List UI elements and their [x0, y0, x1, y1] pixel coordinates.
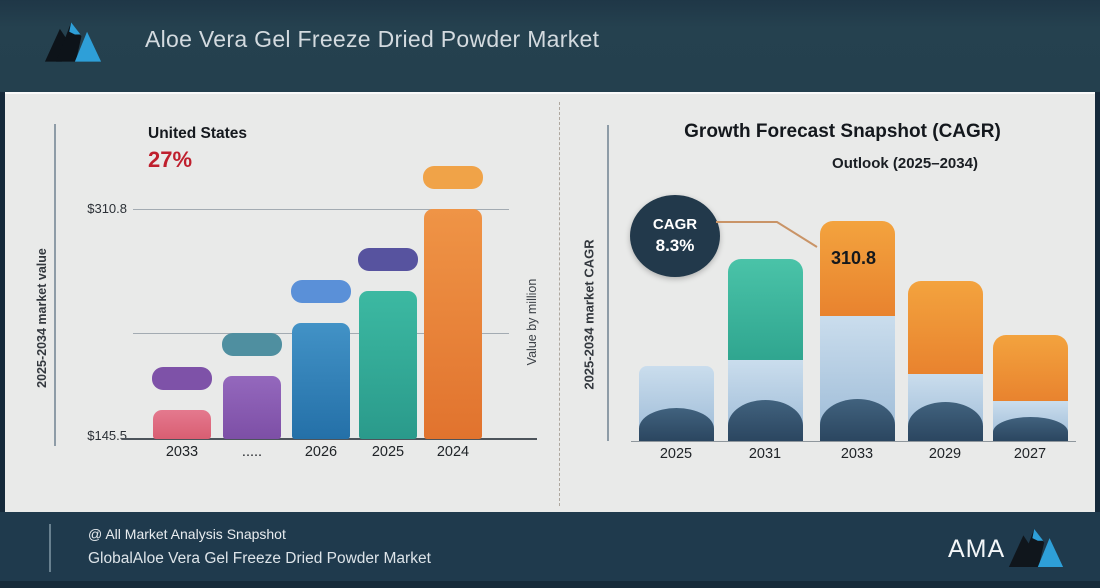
left-bar-2025: [359, 290, 417, 439]
region-share-value: 27%: [148, 147, 193, 172]
left-x-tick-2025: 2025: [371, 444, 405, 460]
region-label: United States: [148, 125, 248, 142]
left-x-tick-2026: 2026: [304, 444, 338, 460]
right-x-tick-2031: 2031: [748, 446, 782, 462]
gridline-upper: [133, 209, 509, 210]
right-bar-top-2027: [992, 334, 1068, 403]
right-bar-base-2031: [727, 399, 803, 441]
right-bar-base-2027: [992, 416, 1068, 441]
left-bar-2024: [424, 209, 482, 439]
footer-tagline: @ All Market Analysis Snapshot: [88, 526, 286, 542]
right-bar-base-2029: [907, 402, 983, 441]
left-x-tick-2024: 2024: [436, 444, 470, 460]
value-by-million-label: Value by million: [525, 278, 539, 366]
left-bar-.....: [223, 375, 281, 439]
footer-divider-line: [49, 524, 51, 572]
left-bar-cap-2025: [358, 247, 418, 271]
footer-bar: @ All Market Analysis Snapshot GlobalAlo…: [0, 512, 1100, 588]
cagr-badge-value: 8.3%: [655, 235, 695, 255]
left-x-tick-2033: 2033: [165, 444, 199, 460]
right-bar-top-2033: [819, 221, 895, 319]
left-y-axis-line: [54, 124, 56, 446]
left-x-tick-.....: .....: [241, 444, 263, 460]
left-bar-2026: [292, 322, 350, 439]
right-x-tick-2025: 2025: [659, 446, 693, 462]
right-bar-top-2029: [907, 281, 983, 376]
left-bar-cap-2024: [423, 166, 483, 189]
right-x-tick-2033: 2033: [840, 446, 874, 462]
bar-value-callout: 310.8: [831, 248, 877, 268]
right-x-axis-line: [631, 441, 1076, 442]
right-x-tick-2029: 2029: [928, 446, 962, 462]
ama-logo-icon: [44, 22, 102, 62]
right-bar-top-2031: [727, 259, 803, 363]
footer-market-name: GlobalAloe Vera Gel Freeze Dried Powder …: [88, 550, 431, 567]
left-x-axis-line: [122, 438, 537, 440]
header-bar: Aloe Vera Gel Freeze Dried Powder Market: [0, 0, 1100, 92]
right-bar-base-2033: [819, 399, 895, 441]
cagr-badge: CAGR 8.3%: [630, 195, 720, 277]
left-bar-2033: [153, 410, 211, 439]
chart-canvas: 2025-2034 market value United States 27%…: [5, 92, 1095, 512]
left-bar-cap-2033: [152, 367, 212, 391]
page-title: Aloe Vera Gel Freeze Dried Powder Market: [145, 26, 600, 52]
panel-divider: [559, 102, 560, 506]
cagr-badge-label: CAGR: [652, 216, 698, 234]
forecast-title: Growth Forecast Snapshot (CAGR): [684, 121, 1001, 142]
right-y-axis-label: 2025-2034 market CAGR: [581, 239, 597, 390]
footer-brand-text: AMA: [948, 535, 1006, 563]
right-bar-base-2025: [638, 407, 714, 441]
ama-logo-icon-footer: [1008, 529, 1064, 567]
right-x-tick-2027: 2027: [1013, 446, 1047, 462]
left-bar-cap-2026: [291, 279, 351, 303]
forecast-subtitle: Outlook (2025–2034): [832, 155, 978, 172]
y-tick-145: $145.5: [87, 428, 127, 443]
y-tick-310: $310.8: [87, 201, 127, 216]
left-bar-cap-.....: [222, 332, 282, 356]
right-y-axis-line: [607, 125, 609, 441]
left-y-axis-label: 2025-2034 market value: [35, 248, 49, 388]
